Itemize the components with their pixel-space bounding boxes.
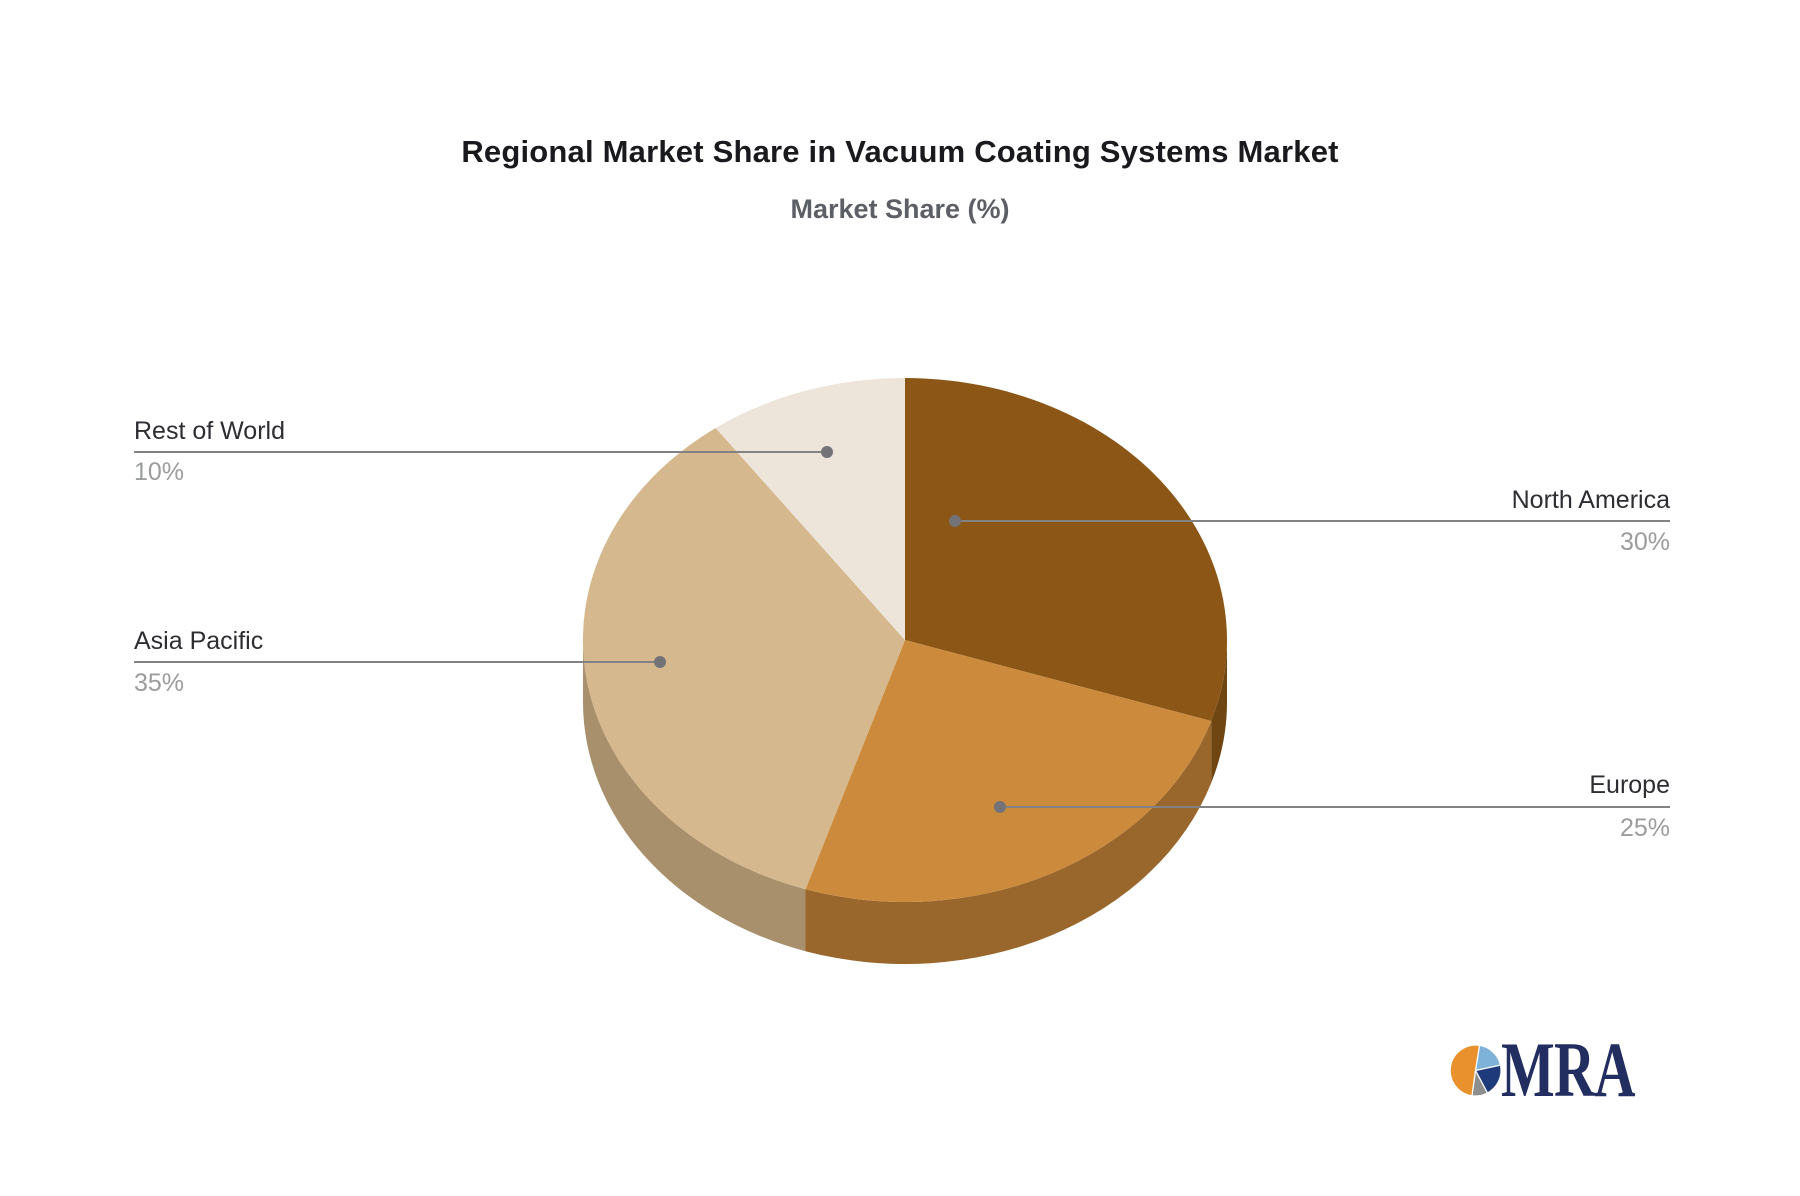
slice-label-rest-of-world: Rest of World bbox=[134, 417, 285, 445]
chart-title: Regional Market Share in Vacuum Coating … bbox=[461, 134, 1339, 169]
chart-subtitle: Market Share (%) bbox=[790, 194, 1010, 224]
slice-label-asia-pacific: Asia Pacific bbox=[134, 627, 264, 655]
slice-label-europe: Europe bbox=[1589, 771, 1670, 799]
slice-value-europe: 25% bbox=[1619, 814, 1670, 842]
slice-value-rest-of-world: 10% bbox=[134, 458, 185, 486]
mra-logo-pie-icon bbox=[1449, 1044, 1502, 1097]
slice-value-asia-pacific: 35% bbox=[134, 669, 185, 697]
mra-logo-text: MRA bbox=[1501, 1026, 1636, 1113]
slice-label-north-america: North America bbox=[1511, 486, 1670, 514]
slice-value-north-america: 30% bbox=[1619, 528, 1670, 556]
